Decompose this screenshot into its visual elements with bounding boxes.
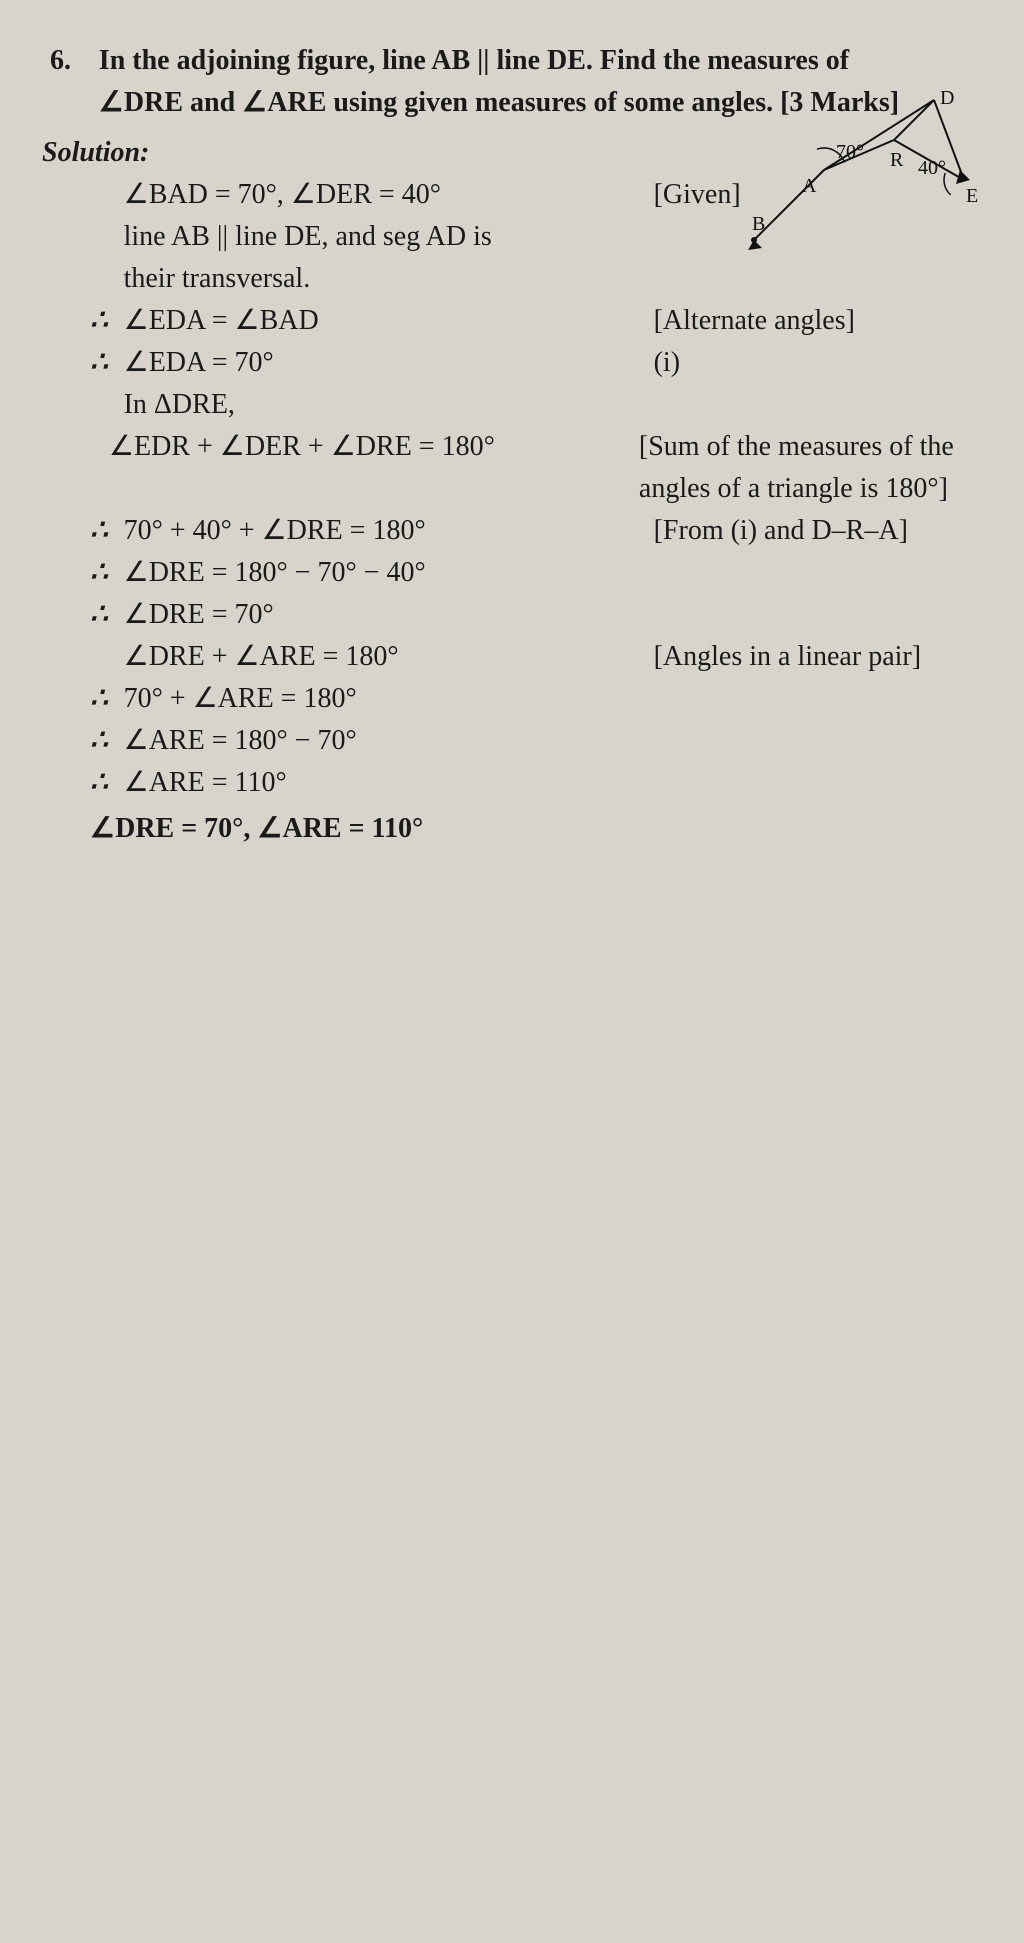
therefore-symbol: ∴ <box>90 678 124 720</box>
solution-line: ∴∠EDA = 70° (i) <box>90 342 994 384</box>
math-expression: line AB || line DE, and seg AD is <box>124 216 644 258</box>
reason-text: [Alternate angles] <box>654 300 855 342</box>
therefore-symbol: ∴ <box>90 762 124 804</box>
question-line-1: In the adjoining figure, line AB || line… <box>99 40 994 82</box>
math-expression: their transversal. <box>124 258 644 300</box>
solution-body: ∠BAD = 70°, ∠DER = 40°[Given]line AB || … <box>50 174 994 804</box>
solution-line: ∠DRE + ∠ARE = 180°[Angles in a linear pa… <box>90 636 994 678</box>
math-expression: ∠ARE = 180° − 70° <box>124 720 644 762</box>
solution-line: ∴70° + 40° + ∠DRE = 180°[From (i) and D–… <box>90 510 994 552</box>
svg-text:E: E <box>966 185 978 207</box>
svg-text:40°: 40° <box>918 157 946 179</box>
final-answer: ∠DRE = 70°, ∠ARE = 110° <box>90 808 994 850</box>
svg-text:R: R <box>890 149 904 171</box>
math-expression: ∠DRE = 180° − 70° − 40° <box>124 552 644 594</box>
math-expression: 70° + ∠ARE = 180° <box>124 678 644 720</box>
solution-line: In ΔDRE, <box>90 384 994 426</box>
reason-text: [From (i) and D–R–A] <box>654 510 908 552</box>
solution-line: their transversal. <box>90 258 994 300</box>
therefore-symbol: ∴ <box>90 342 124 384</box>
reason-text: (i) <box>654 342 680 384</box>
math-expression: ∠EDA = ∠BAD <box>124 300 644 342</box>
therefore-symbol: ∴ <box>90 720 124 762</box>
math-expression: ∠EDR + ∠DER + ∠DRE = 180° <box>109 426 629 468</box>
svg-text:B: B <box>752 213 765 235</box>
solution-line: ∴∠ARE = 180° − 70° <box>90 720 994 762</box>
therefore-symbol: ∴ <box>90 594 124 636</box>
solution-line: ∴∠DRE = 180° − 70° − 40° <box>90 552 994 594</box>
math-expression: In ΔDRE, <box>124 384 644 426</box>
math-expression: ∠DRE + ∠ARE = 180° <box>124 636 644 678</box>
svg-text:70°: 70° <box>836 141 864 163</box>
question-number: 6. <box>50 40 81 82</box>
solution-line: ∴∠ARE = 110° <box>90 762 994 804</box>
solution-line: ∴∠DRE = 70° <box>90 594 994 636</box>
solution-line: ∴70° + ∠ARE = 180° <box>90 678 994 720</box>
math-expression: ∠BAD = 70°, ∠DER = 40° <box>124 174 644 216</box>
solution-line: ∴∠EDA = ∠BAD[Alternate angles] <box>90 300 994 342</box>
reason-text: [Given] <box>654 174 741 216</box>
svg-text:D: D <box>940 87 954 109</box>
math-expression: ∠EDA = 70° <box>124 342 644 384</box>
svg-text:A: A <box>802 175 817 197</box>
therefore-symbol: ∴ <box>90 552 124 594</box>
math-expression: 70° + 40° + ∠DRE = 180° <box>124 510 644 552</box>
therefore-symbol: ∴ <box>90 510 124 552</box>
math-expression: ∠ARE = 110° <box>124 762 644 804</box>
reason-text: [Sum of the measures of the angles of a … <box>639 426 994 510</box>
therefore-symbol: ∴ <box>90 300 124 342</box>
reason-text: [Angles in a linear pair] <box>654 636 921 678</box>
geometry-figure: B A R D E 70° 40° <box>734 80 994 260</box>
solution-line: ∠EDR + ∠DER + ∠DRE = 180°[Sum of the mea… <box>90 426 994 510</box>
math-expression: ∠DRE = 70° <box>124 594 644 636</box>
